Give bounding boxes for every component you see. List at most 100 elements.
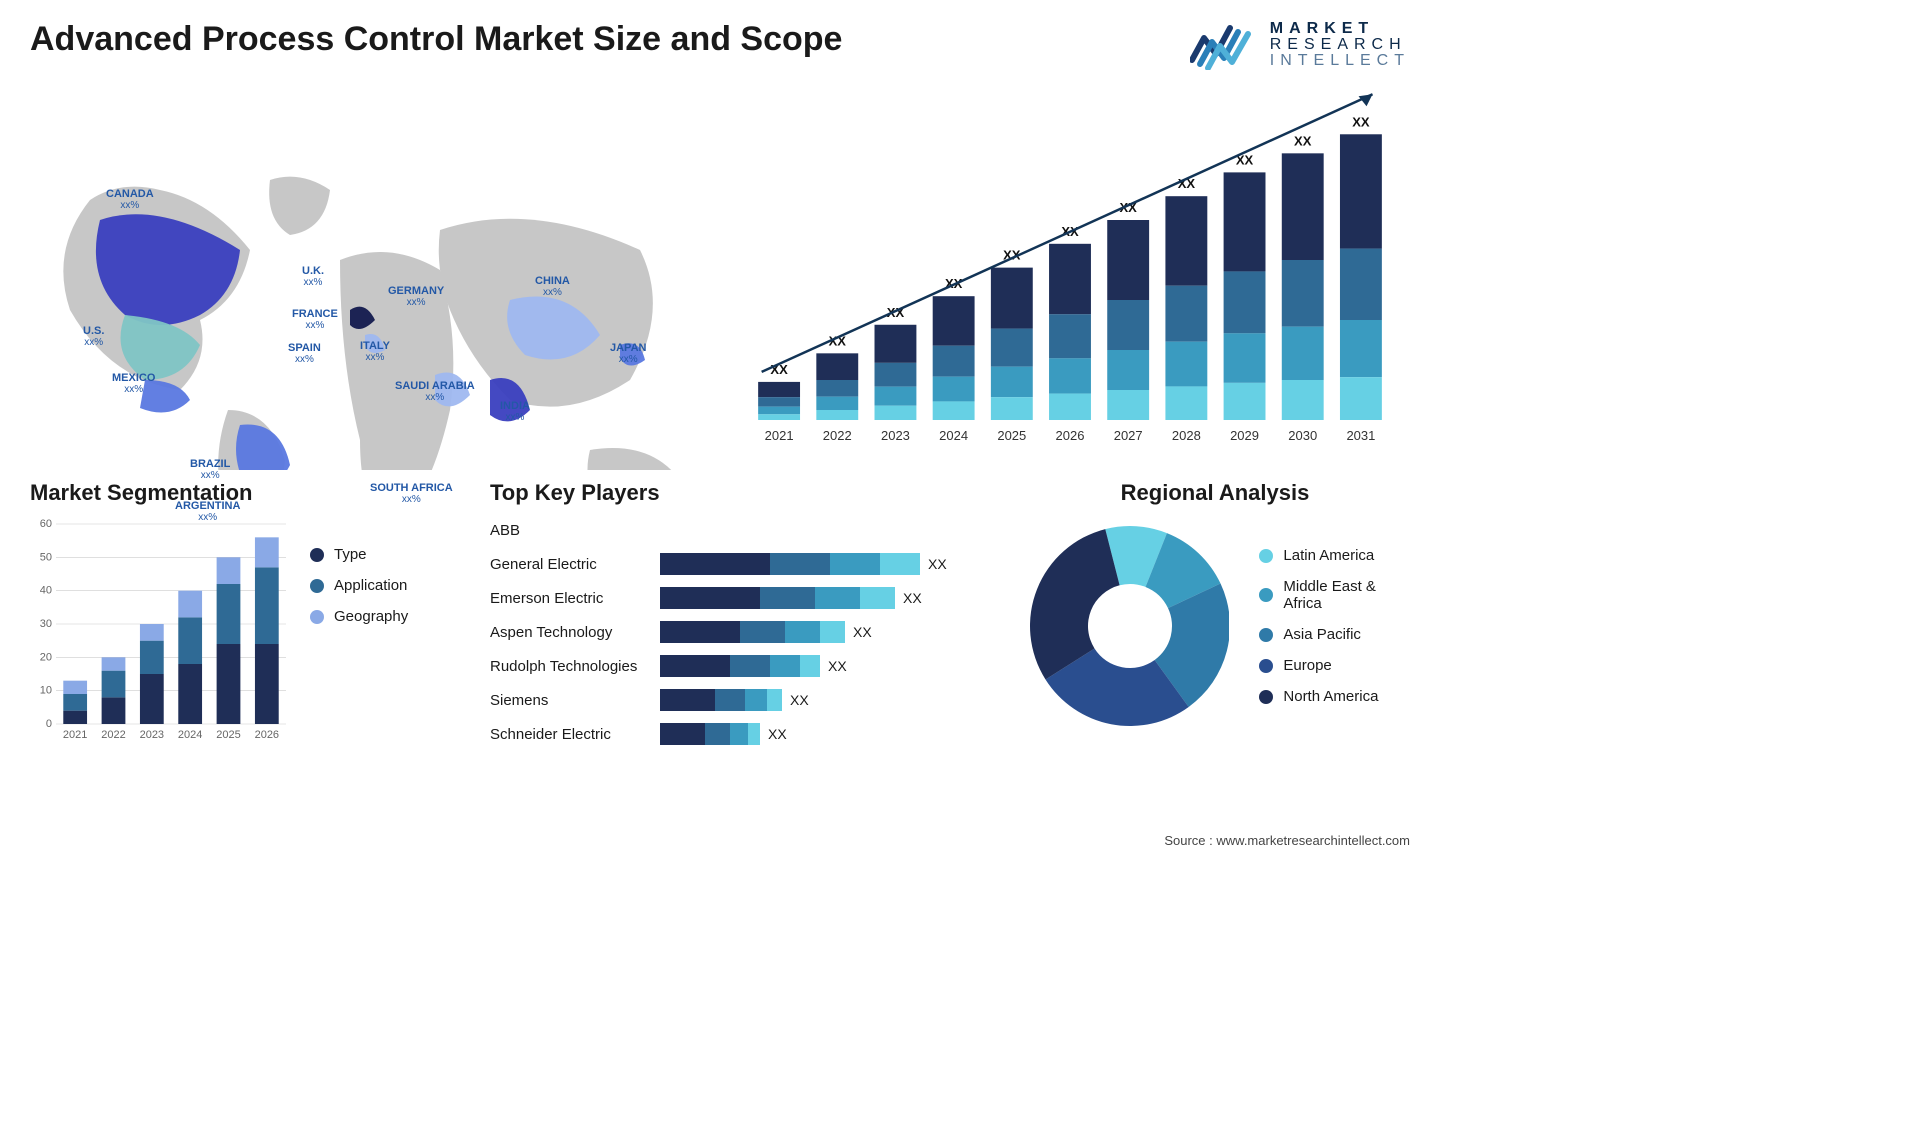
- map-label-china: CHINAxx%: [535, 275, 570, 298]
- svg-text:2022: 2022: [823, 428, 852, 443]
- legend-label: Middle East & Africa: [1283, 578, 1410, 612]
- svg-text:2029: 2029: [1230, 428, 1259, 443]
- player-bar-segment: [820, 621, 845, 643]
- map-label-saudi-arabia: SAUDI ARABIAxx%: [395, 380, 475, 403]
- player-bar-segment: [830, 553, 880, 575]
- legend-swatch-icon: [310, 579, 324, 593]
- svg-text:2030: 2030: [1288, 428, 1317, 443]
- map-label-germany: GERMANYxx%: [388, 285, 444, 308]
- svg-text:2027: 2027: [1114, 428, 1143, 443]
- player-row-schneider-electric: Schneider Electric XX: [490, 720, 990, 748]
- svg-text:40: 40: [40, 585, 52, 597]
- player-bar-segment: [815, 587, 860, 609]
- svg-text:2023: 2023: [881, 428, 910, 443]
- svg-text:2024: 2024: [939, 428, 968, 443]
- svg-text:2022: 2022: [101, 729, 125, 741]
- player-value: XX: [790, 692, 809, 708]
- map-label-france: FRANCExx%: [292, 308, 338, 331]
- map-label-brazil: BRAZILxx%: [190, 458, 230, 481]
- player-bar: [660, 723, 760, 745]
- player-bar-segment: [740, 621, 785, 643]
- svg-text:10: 10: [40, 685, 52, 697]
- svg-text:2025: 2025: [216, 729, 240, 741]
- player-bar: [660, 553, 920, 575]
- player-bar-segment: [660, 553, 770, 575]
- player-row-general-electric: General ElectricXX: [490, 550, 990, 578]
- world-map-svg: [30, 80, 720, 470]
- player-value: XX: [768, 726, 787, 742]
- player-name: Schneider Electric: [490, 726, 650, 743]
- growth-chart: XX2021XX2022XX2023XX2024XX2025XX2026XX20…: [740, 80, 1410, 470]
- player-name: ABB: [490, 522, 650, 539]
- logo-text: MARKET RESEARCH INTELLECT: [1270, 21, 1410, 69]
- player-value: XX: [828, 658, 847, 674]
- map-label-india: INDIAxx%: [500, 400, 530, 423]
- player-value: XX: [928, 556, 947, 572]
- map-label-south-africa: SOUTH AFRICAxx%: [370, 482, 453, 505]
- player-bar: [660, 689, 782, 711]
- player-bar-segment: [660, 587, 760, 609]
- player-row-abb: ABB: [490, 516, 990, 544]
- map-label-japan: JAPANxx%: [610, 342, 646, 365]
- map-label-italy: ITALYxx%: [360, 340, 390, 363]
- footer-source: Source : www.marketresearchintellect.com: [1164, 833, 1410, 848]
- svg-text:50: 50: [40, 551, 52, 563]
- player-bar-wrap: XX: [660, 587, 990, 609]
- svg-text:20: 20: [40, 651, 52, 663]
- player-row-rudolph-technologies: Rudolph Technologies XX: [490, 652, 990, 680]
- player-bar-segment: [770, 553, 830, 575]
- legend-label: Asia Pacific: [1283, 626, 1361, 643]
- map-label-argentina: ARGENTINAxx%: [175, 500, 240, 523]
- player-bar-segment: [745, 689, 767, 711]
- segmentation-legend-application: Application: [310, 577, 408, 594]
- legend-label: Application: [334, 577, 407, 594]
- player-bar-segment: [748, 723, 760, 745]
- player-bar: [660, 621, 845, 643]
- region-legend-europe: Europe: [1259, 657, 1410, 674]
- player-bar-segment: [730, 655, 770, 677]
- legend-label: Latin America: [1283, 547, 1374, 564]
- svg-text:XX: XX: [1294, 133, 1312, 148]
- map-label-mexico: MEXICOxx%: [112, 372, 155, 395]
- player-bar-segment: [770, 655, 800, 677]
- player-bar-wrap: XX: [660, 723, 990, 745]
- svg-text:2021: 2021: [765, 428, 794, 443]
- player-bar-segment: [660, 689, 715, 711]
- player-name: Emerson Electric: [490, 590, 650, 607]
- segmentation-chart-svg: 0102030405060202120222023202420252026: [30, 516, 290, 746]
- growth-chart-svg: XX2021XX2022XX2023XX2024XX2025XX2026XX20…: [740, 80, 1400, 460]
- region-legend-asia-pacific: Asia Pacific: [1259, 626, 1410, 643]
- segmentation-legend-type: Type: [310, 546, 408, 563]
- map-label-canada: CANADAxx%: [106, 188, 154, 211]
- regional-analysis: Regional Analysis Latin America Middle Ea…: [1020, 480, 1410, 748]
- legend-swatch-icon: [1259, 659, 1273, 673]
- player-row-emerson-electric: Emerson Electric XX: [490, 584, 990, 612]
- player-bar-wrap: XX: [660, 689, 990, 711]
- regional-title: Regional Analysis: [1020, 480, 1410, 506]
- logo-mark-icon: [1190, 20, 1260, 70]
- player-row-aspen-technology: Aspen TechnologyXX: [490, 618, 990, 646]
- svg-text:2021: 2021: [63, 729, 87, 741]
- player-bar: [660, 587, 895, 609]
- player-bar-segment: [800, 655, 820, 677]
- player-bar: [660, 655, 820, 677]
- player-name: Rudolph Technologies: [490, 658, 650, 675]
- map-label-spain: SPAINxx%: [288, 342, 321, 365]
- legend-label: Geography: [334, 608, 408, 625]
- player-bar-segment: [705, 723, 730, 745]
- svg-text:2031: 2031: [1346, 428, 1375, 443]
- player-bar-segment: [880, 553, 920, 575]
- logo-line3: INTELLECT: [1270, 53, 1410, 69]
- logo-line1: MARKET: [1270, 21, 1410, 37]
- legend-label: Type: [334, 546, 367, 563]
- top-row: CANADAxx%U.S.xx%MEXICOxx%BRAZILxx%ARGENT…: [30, 80, 1410, 470]
- logo: MARKET RESEARCH INTELLECT: [1190, 20, 1410, 70]
- legend-swatch-icon: [310, 548, 324, 562]
- map-label-u-k-: U.K.xx%: [302, 265, 324, 288]
- legend-swatch-icon: [1259, 628, 1273, 642]
- player-bar-segment: [660, 655, 730, 677]
- svg-text:2024: 2024: [178, 729, 202, 741]
- regional-legend: Latin America Middle East & Africa Asia Pa…: [1259, 547, 1410, 705]
- player-bar-segment: [715, 689, 745, 711]
- regional-donut-svg: [1020, 516, 1229, 736]
